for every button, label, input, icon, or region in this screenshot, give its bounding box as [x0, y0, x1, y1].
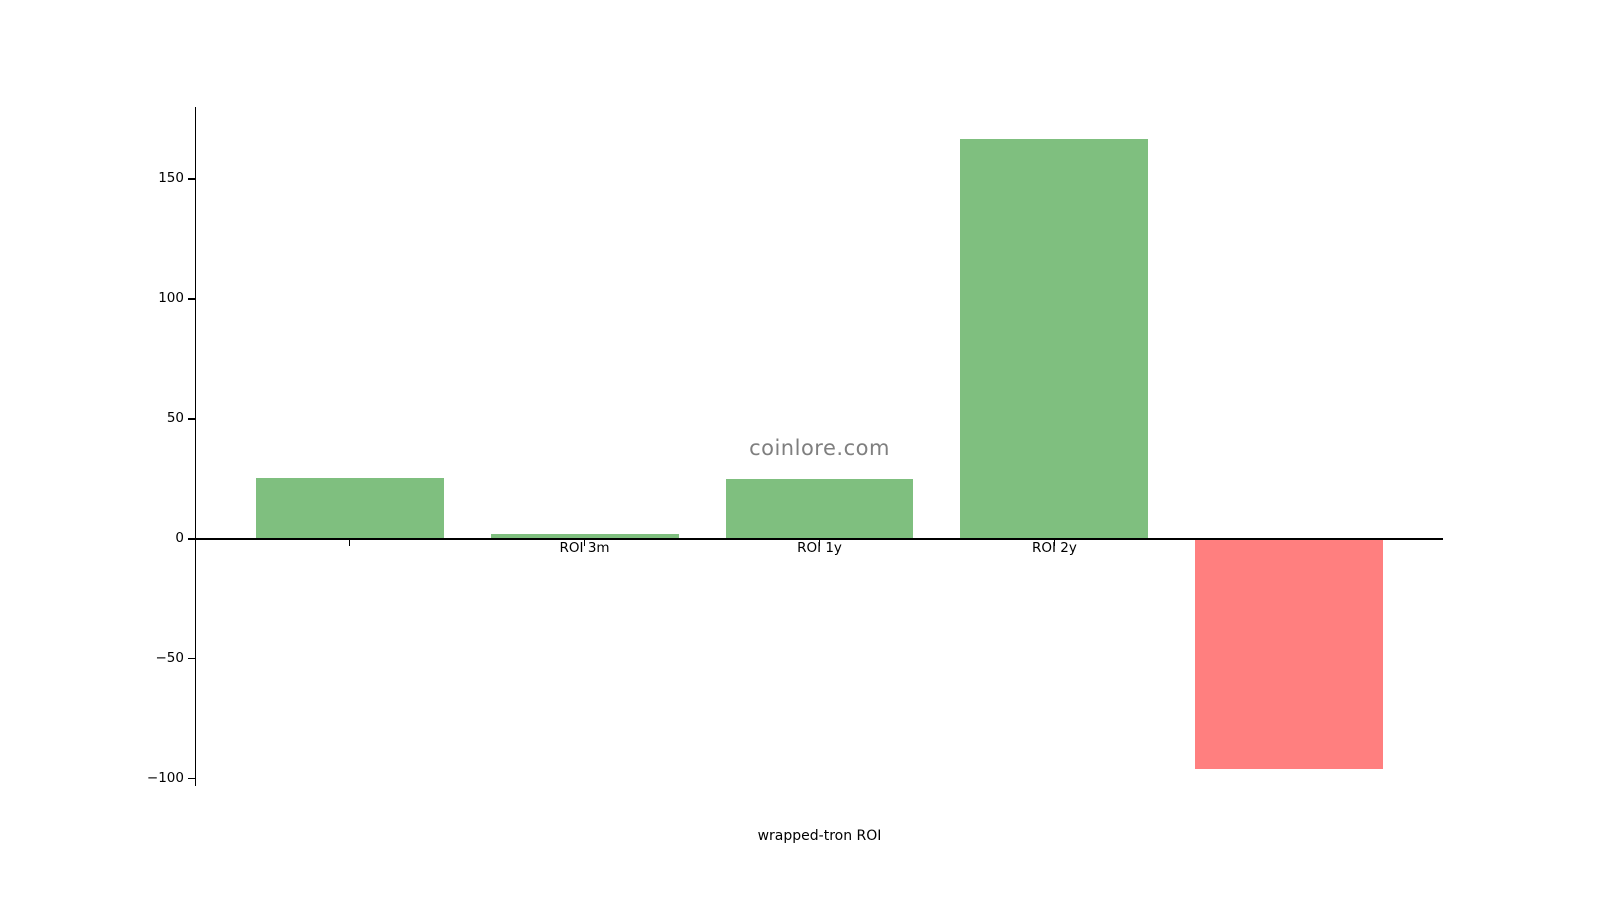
x-axis-zero-line: [196, 538, 1443, 540]
x-tick-mark: [818, 538, 821, 546]
y-tick-mark: [187, 418, 195, 420]
y-axis-spine: [194, 107, 196, 786]
y-tick-label: −50: [155, 650, 185, 667]
watermark: coinlore.com: [749, 436, 890, 460]
x-tick-mark: [583, 538, 586, 546]
bar: [1195, 538, 1384, 769]
x-tick-label: ROI 1y: [797, 540, 842, 557]
bar-roi-3m: [490, 534, 679, 539]
x-tick-label: ROI 2y: [1031, 540, 1077, 557]
y-tick-mark: [187, 298, 195, 300]
y-tick-mark: [187, 178, 195, 180]
bar-roi-2y: [960, 139, 1149, 539]
x-tick-mark: [348, 538, 351, 546]
y-tick-mark: [187, 538, 195, 540]
x-axis-title: wrapped-tron ROI: [757, 828, 882, 844]
x-tick-label: ROI 3m: [559, 540, 610, 557]
y-tick-mark: [187, 778, 195, 780]
x-tick-mark: [1053, 538, 1056, 546]
bar: [255, 478, 444, 539]
bar-roi-1y: [725, 479, 914, 539]
y-tick-label: 150: [158, 170, 184, 187]
y-tick-label: −100: [146, 770, 184, 787]
y-tick-label: 50: [166, 410, 184, 427]
y-tick-label: 100: [158, 290, 184, 307]
y-tick-label: 0: [175, 530, 184, 547]
y-tick-mark: [187, 658, 195, 660]
